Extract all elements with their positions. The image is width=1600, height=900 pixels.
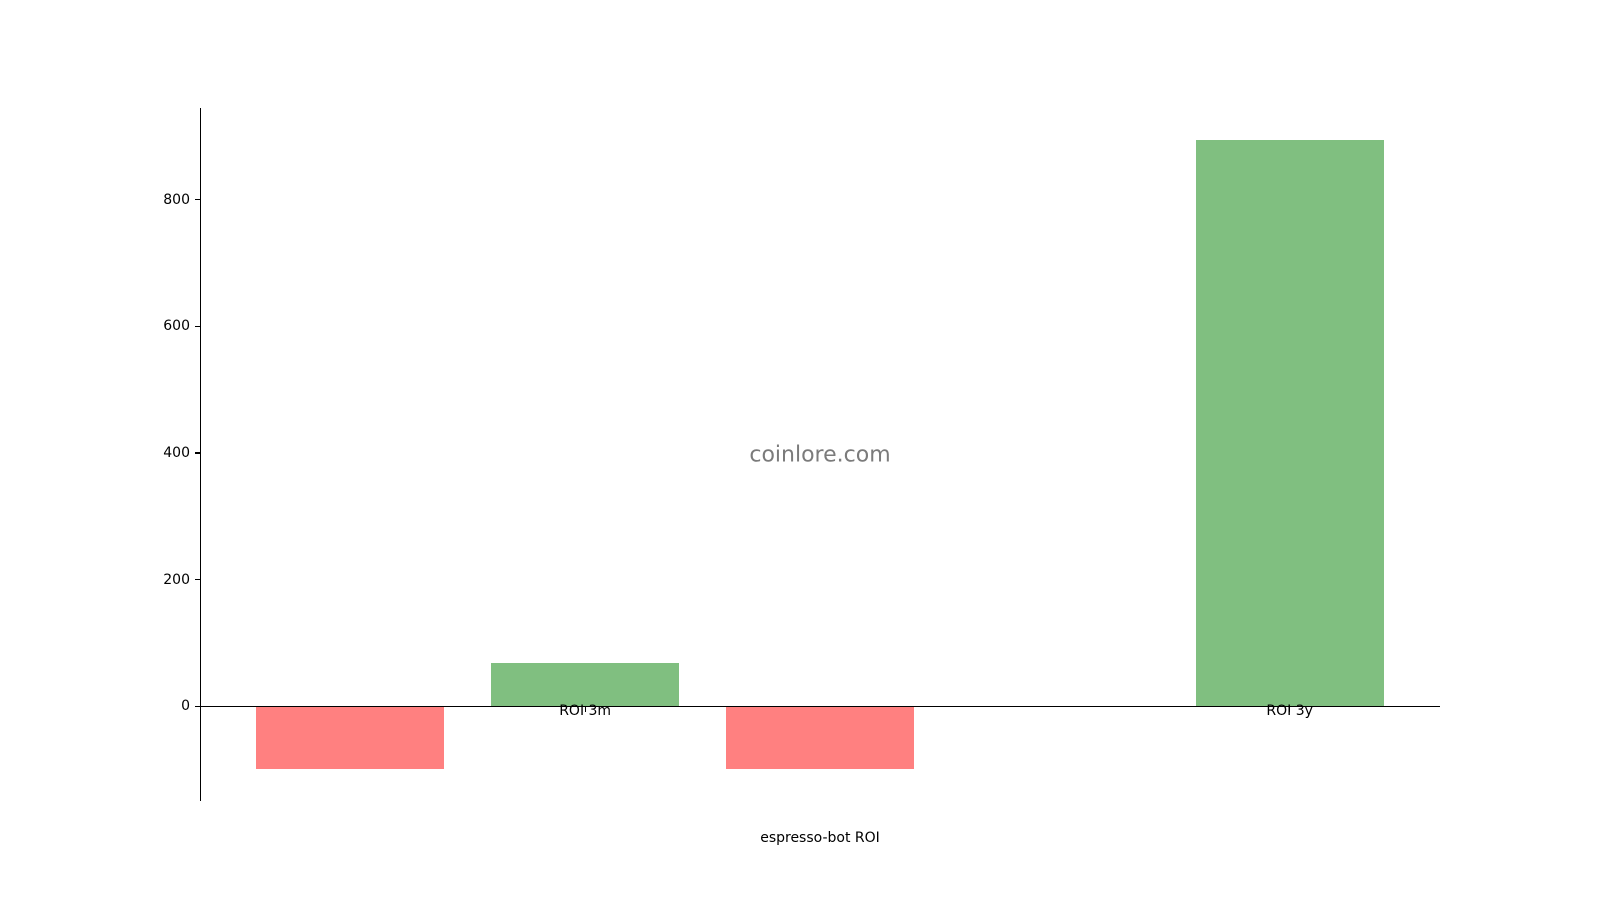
bar-roi-3y <box>1195 139 1384 707</box>
x-tick-mark-roi-3y <box>1289 706 1291 712</box>
y-tick-label-800: 800 <box>163 191 190 208</box>
watermark: coinlore.com <box>749 442 891 467</box>
x-axis-label: espresso-bot ROI <box>760 830 880 846</box>
y-tick-label-0: 0 <box>181 698 190 715</box>
y-tick-mark-0 <box>195 705 200 707</box>
y-tick-mark-800 <box>195 199 200 201</box>
y-tick-mark-400 <box>195 452 200 454</box>
y-tick-mark-200 <box>195 578 200 581</box>
bar-x2 <box>726 706 914 770</box>
x-tick-label-roi-3m: ROI 3m <box>559 703 612 720</box>
y-tick-label-600: 600 <box>163 318 190 335</box>
x-axis-zero-line <box>200 705 1440 707</box>
bar-roi-3m <box>491 663 680 707</box>
y-tick-label-200: 200 <box>163 571 190 588</box>
y-tick-label-400: 400 <box>163 444 190 461</box>
x-tick-mark-roi-3m <box>584 706 586 712</box>
x-tick-label-roi-3y: ROI 3y <box>1266 703 1313 720</box>
y-axis-spine <box>200 108 202 801</box>
bar-x0 <box>256 706 445 770</box>
y-tick-mark-600 <box>195 325 200 327</box>
